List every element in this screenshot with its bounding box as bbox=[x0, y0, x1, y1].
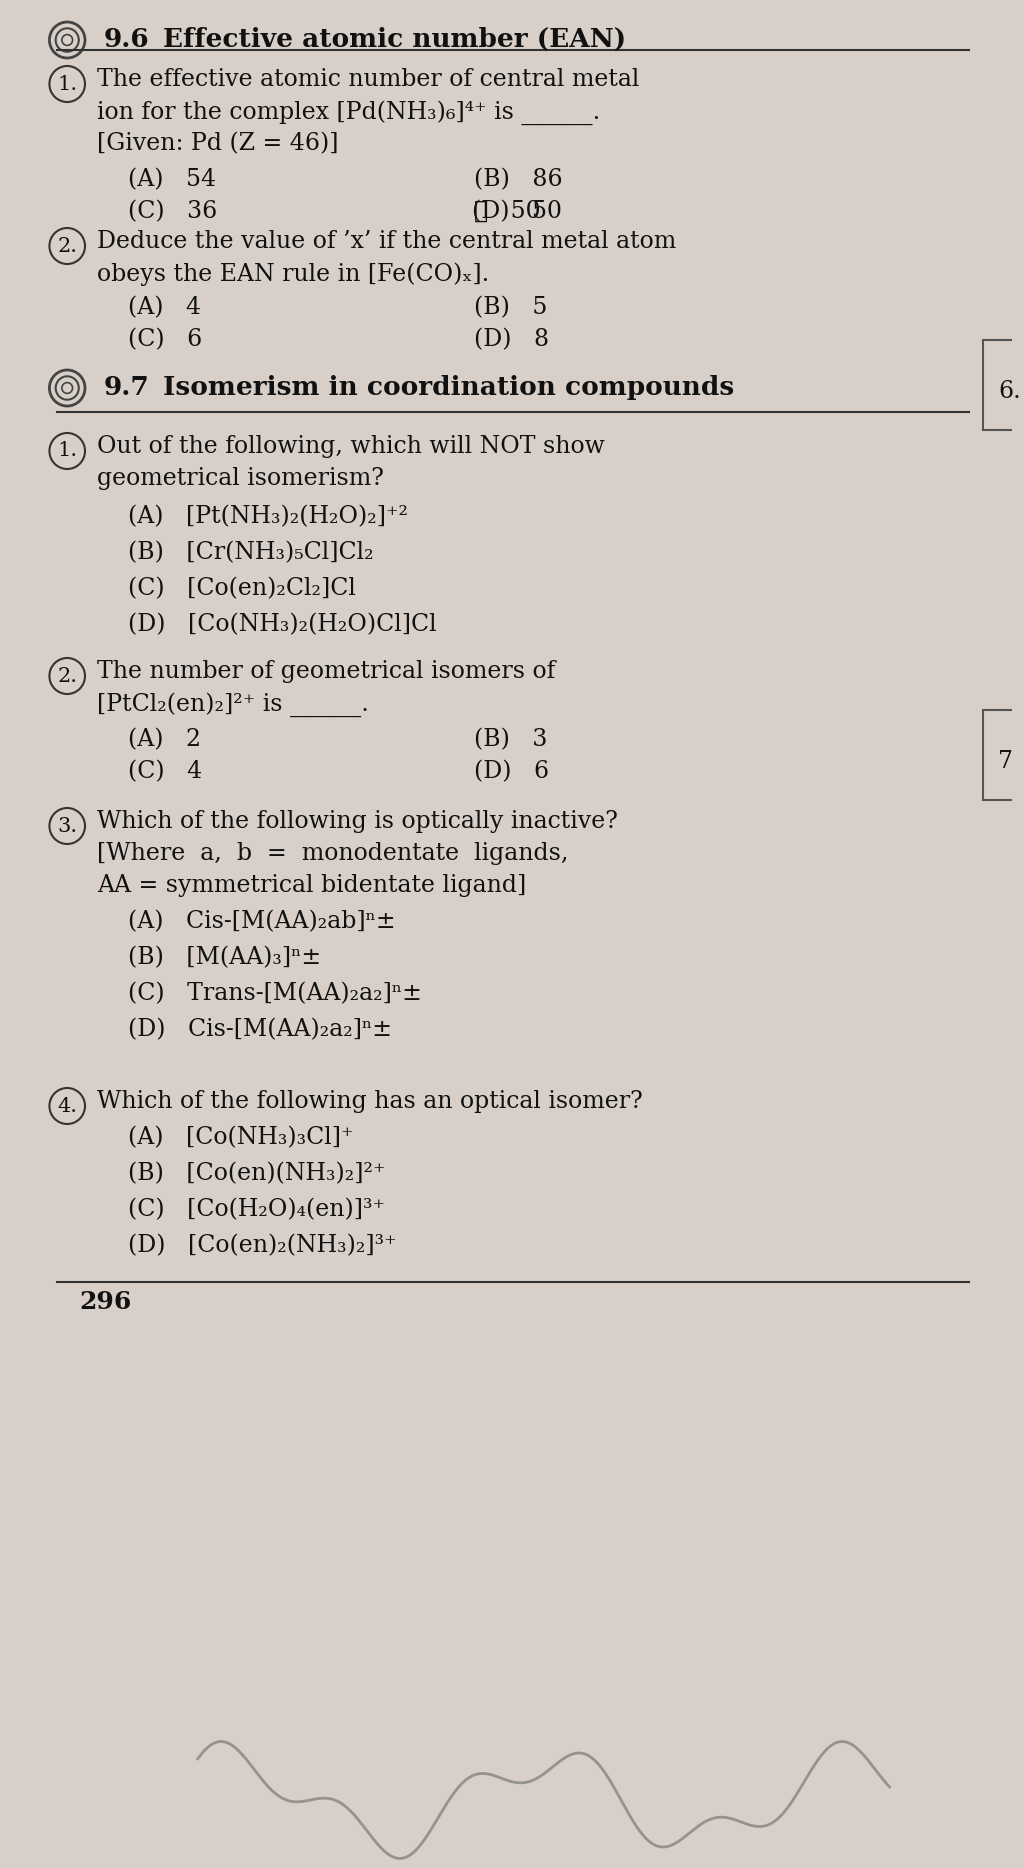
Text: Out of the following, which will NOT show: Out of the following, which will NOT sho… bbox=[97, 435, 605, 458]
Text: (B)   [Cr(NH₃)₅Cl]Cl₂: (B) [Cr(NH₃)₅Cl]Cl₂ bbox=[128, 542, 374, 564]
Text: (B)   86: (B) 86 bbox=[474, 168, 563, 191]
Text: The effective atomic number of central metal: The effective atomic number of central m… bbox=[97, 67, 639, 92]
Text: 9.7: 9.7 bbox=[103, 375, 150, 400]
Text: 296: 296 bbox=[79, 1291, 131, 1313]
Text: (A)   2: (A) 2 bbox=[128, 729, 202, 751]
Text: (D)   [Co(en)₂(NH₃)₂]³⁺: (D) [Co(en)₂(NH₃)₂]³⁺ bbox=[128, 1235, 397, 1257]
Text: (A)   Cis-[M(AA)₂ab]ⁿ±: (A) Cis-[M(AA)₂ab]ⁿ± bbox=[128, 910, 396, 932]
Text: 7: 7 bbox=[998, 749, 1014, 773]
Text: (C)   [Co(en)₂Cl₂]Cl: (C) [Co(en)₂Cl₂]Cl bbox=[128, 577, 356, 600]
Text: [Where  a,  b  =  monodentate  ligands,: [Where a, b = monodentate ligands, bbox=[97, 842, 568, 865]
Text: Effective atomic number (EAN): Effective atomic number (EAN) bbox=[163, 26, 627, 52]
Text: (D)   50: (D) 50 bbox=[472, 200, 562, 222]
Text: AA = symmetrical bidentate ligand]: AA = symmetrical bidentate ligand] bbox=[97, 874, 526, 897]
Text: Which of the following has an optical isomer?: Which of the following has an optical is… bbox=[97, 1091, 643, 1113]
Text: (A)   54: (A) 54 bbox=[128, 168, 217, 191]
Text: [PtCl₂(en)₂]²⁺ is ______.: [PtCl₂(en)₂]²⁺ is ______. bbox=[97, 691, 369, 717]
Text: ion for the complex [Pd(NH₃)₆]⁴⁺ is ______.: ion for the complex [Pd(NH₃)₆]⁴⁺ is ____… bbox=[97, 101, 600, 125]
Text: (D)   8: (D) 8 bbox=[474, 329, 550, 351]
Text: 9.6: 9.6 bbox=[103, 26, 150, 52]
Text: (B)   3: (B) 3 bbox=[474, 729, 548, 751]
Text: (C)   6: (C) 6 bbox=[128, 329, 203, 351]
Text: 1.: 1. bbox=[57, 441, 77, 461]
Text: Deduce the value of ’x’ if the central metal atom: Deduce the value of ’x’ if the central m… bbox=[97, 230, 676, 252]
Text: (C)   Trans-[M(AA)₂a₂]ⁿ±: (C) Trans-[M(AA)₂a₂]ⁿ± bbox=[128, 983, 422, 1005]
Text: (B)   [Co(en)(NH₃)₂]²⁺: (B) [Co(en)(NH₃)₂]²⁺ bbox=[128, 1162, 386, 1184]
Text: 1.: 1. bbox=[57, 75, 77, 93]
Text: 4.: 4. bbox=[57, 1097, 77, 1115]
Text: (A)   [Pt(NH₃)₂(H₂O)₂]⁺²: (A) [Pt(NH₃)₂(H₂O)₂]⁺² bbox=[128, 504, 409, 529]
Text: Which of the following is optically inactive?: Which of the following is optically inac… bbox=[97, 811, 617, 833]
Text: [Given: Pd (Z = 46)]: [Given: Pd (Z = 46)] bbox=[97, 133, 338, 155]
Text: 2.: 2. bbox=[57, 667, 77, 686]
Text: (C)   36: (C) 36 bbox=[128, 200, 218, 222]
Text: 3.: 3. bbox=[57, 816, 77, 835]
Text: (C)   [Co(H₂O)₄(en)]³⁺: (C) [Co(H₂O)₄(en)]³⁺ bbox=[128, 1197, 385, 1222]
Text: The number of geometrical isomers of: The number of geometrical isomers of bbox=[97, 659, 555, 684]
Text: Isomerism in coordination compounds: Isomerism in coordination compounds bbox=[163, 375, 734, 400]
Text: 6.: 6. bbox=[998, 379, 1021, 403]
Text: 2.: 2. bbox=[57, 237, 77, 256]
Text: (B)   [M(AA)₃]ⁿ±: (B) [M(AA)₃]ⁿ± bbox=[128, 945, 322, 969]
Text: geometrical isomerism?: geometrical isomerism? bbox=[97, 467, 384, 489]
Text: (D)   Cis-[M(AA)₂a₂]ⁿ±: (D) Cis-[M(AA)₂a₂]ⁿ± bbox=[128, 1018, 392, 1040]
Text: (D)   6: (D) 6 bbox=[474, 760, 550, 783]
Text: (A)   4: (A) 4 bbox=[128, 295, 202, 319]
Text: (D)   [Co(NH₃)₂(H₂O)Cl]Cl: (D) [Co(NH₃)₂(H₂O)Cl]Cl bbox=[128, 613, 437, 635]
Text: (B)   5: (B) 5 bbox=[474, 295, 548, 319]
Text: (A)   [Co(NH₃)₃Cl]⁺: (A) [Co(NH₃)₃Cl]⁺ bbox=[128, 1126, 354, 1149]
Text: (C)   4: (C) 4 bbox=[128, 760, 203, 783]
Text: ⓓ   50: ⓓ 50 bbox=[474, 200, 541, 222]
Text: obeys the EAN rule in [Fe(CO)ₓ].: obeys the EAN rule in [Fe(CO)ₓ]. bbox=[97, 262, 489, 286]
